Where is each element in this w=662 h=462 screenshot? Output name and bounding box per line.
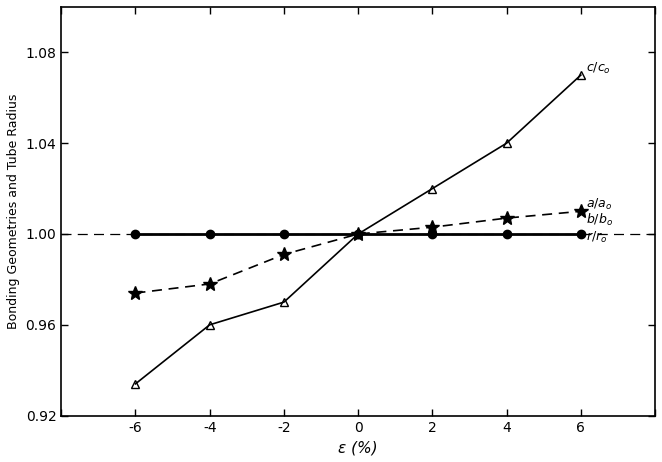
- Text: $r/r_o$: $r/r_o$: [587, 230, 608, 245]
- Text: $a/a_o$: $a/a_o$: [587, 197, 613, 212]
- Text: $b/b_o$: $b/b_o$: [587, 213, 614, 228]
- Y-axis label: Bonding Geometries and Tube Radius: Bonding Geometries and Tube Radius: [7, 94, 20, 329]
- Text: $c/c_o$: $c/c_o$: [587, 61, 611, 76]
- X-axis label: ε (%): ε (%): [338, 440, 378, 455]
